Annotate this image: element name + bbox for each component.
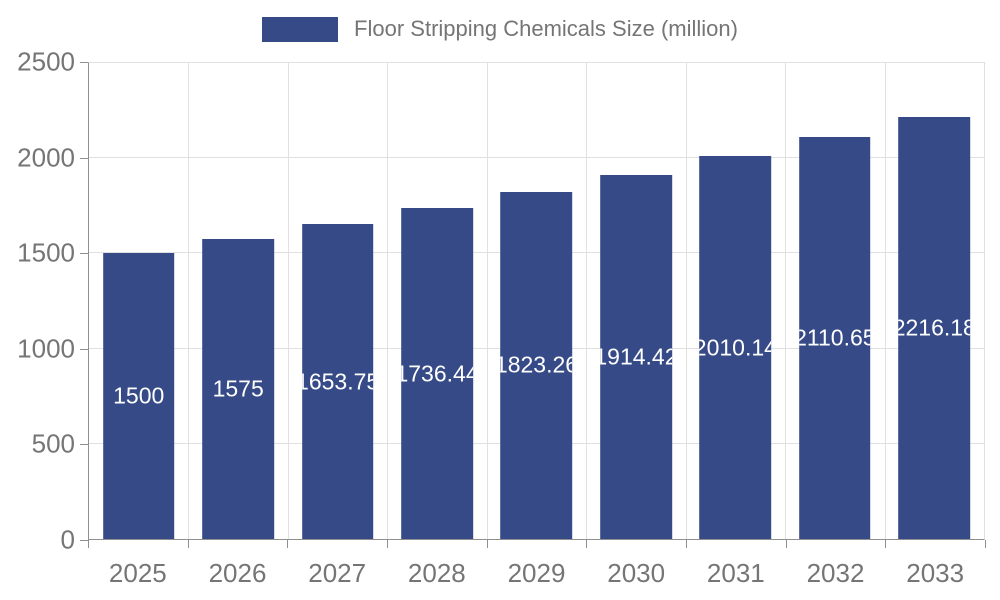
x-tick-label-2025: 2025 xyxy=(108,558,167,588)
bar-2026[interactable]: 1575 xyxy=(202,239,274,539)
gridline-v-6 xyxy=(685,63,687,539)
y-tick-label-500: 500 xyxy=(31,428,75,459)
legend-item[interactable]: Floor Stripping Chemicals Size (million) xyxy=(0,16,1000,42)
bar-value-label-2032: 2110.65 xyxy=(799,324,871,351)
legend-label: Floor Stripping Chemicals Size (million) xyxy=(354,16,738,41)
y-axis: 0 500 1000 1500 2000 2500 xyxy=(0,47,88,555)
y-tick-label-1500: 1500 xyxy=(17,237,75,268)
bar-value-label-2027: 1653.75 xyxy=(301,368,374,395)
x-tick-mark-5 xyxy=(586,540,588,548)
bar-group-2030: 1914.42 xyxy=(586,63,685,539)
x-tick-mark-7 xyxy=(785,540,787,548)
x-tick-mark-8 xyxy=(885,540,887,548)
bar-2027[interactable]: 1653.75 xyxy=(301,224,374,539)
gridline-v-2 xyxy=(287,63,289,539)
gridline-v-1 xyxy=(188,63,190,539)
y-tick-label-0: 0 xyxy=(60,524,75,555)
bar-value-label-2026: 1575 xyxy=(212,375,264,402)
bar-value-label-2031: 2010.14 xyxy=(699,334,772,361)
x-tick-mark-6 xyxy=(685,540,687,548)
bar-2030[interactable]: 1914.42 xyxy=(600,174,672,539)
bar-group-2031: 2010.14 xyxy=(686,63,785,539)
bar-value-label-2028: 1736.44 xyxy=(401,360,473,387)
bar-group-2032: 2110.65 xyxy=(785,63,884,539)
x-tick-label-2031: 2031 xyxy=(706,558,765,588)
x-tick-label-2027: 2027 xyxy=(308,558,367,588)
x-axis: 2025 2026 2027 2028 2029 2030 2031 2032 2033 xyxy=(88,540,986,600)
y-tick-mark-1500 xyxy=(80,253,88,255)
bar-value-label-2025: 1500 xyxy=(113,382,165,409)
bar-group-2033: 2216.18 xyxy=(885,63,984,539)
bar-group-2028: 1736.44 xyxy=(387,63,486,539)
y-tick-label-2500: 2500 xyxy=(17,46,75,77)
x-tick-mark-9 xyxy=(985,540,986,548)
x-tick-mark-3 xyxy=(386,540,388,548)
plot-area: 1500 1575 1653.75 1736.44 1823.26 1914.42 2010… xyxy=(88,62,985,540)
y-tick-label-2000: 2000 xyxy=(17,142,75,173)
y-tick-mark-2500 xyxy=(80,62,88,63)
bar-value-label-2033: 2216.18 xyxy=(898,314,971,341)
x-tick-label-2032: 2032 xyxy=(806,558,865,588)
bar-2028[interactable]: 1736.44 xyxy=(401,208,473,539)
gridline-v-8 xyxy=(884,63,886,539)
x-tick-label-2033: 2033 xyxy=(906,558,965,588)
bar-group-2025: 1500 xyxy=(89,63,188,539)
bar-2033[interactable]: 2216.18 xyxy=(898,117,971,539)
x-tick-mark-0 xyxy=(88,540,89,548)
bar-group-2026: 1575 xyxy=(188,63,287,539)
bar-value-label-2030: 1914.42 xyxy=(600,343,672,370)
bar-group-2029: 1823.26 xyxy=(487,63,586,539)
bar-value-label-2029: 1823.26 xyxy=(500,351,573,378)
bar-2032[interactable]: 2110.65 xyxy=(799,137,871,539)
x-tick-mark-2 xyxy=(287,540,289,548)
y-tick-mark-2000 xyxy=(80,157,88,159)
x-tick-label-2026: 2026 xyxy=(208,558,267,588)
gridline-v-7 xyxy=(785,63,787,539)
gridline-v-5 xyxy=(586,63,588,539)
legend-swatch xyxy=(262,16,339,42)
y-tick-label-1000: 1000 xyxy=(17,333,75,364)
bar-2029[interactable]: 1823.26 xyxy=(500,191,573,539)
x-tick-label-2030: 2030 xyxy=(607,558,666,588)
gridline-v-4 xyxy=(486,63,488,539)
bar-2025[interactable]: 1500 xyxy=(102,253,175,539)
bar-2031[interactable]: 2010.14 xyxy=(699,156,772,539)
x-tick-mark-4 xyxy=(486,540,488,548)
gridline-h-2000 xyxy=(89,157,984,159)
y-tick-mark-1000 xyxy=(80,348,88,350)
x-tick-mark-1 xyxy=(187,540,189,548)
y-tick-mark-0 xyxy=(80,540,88,541)
x-tick-label-2028: 2028 xyxy=(407,558,466,588)
gridline-v-3 xyxy=(387,63,389,539)
y-tick-mark-500 xyxy=(80,444,88,446)
x-tick-label-2029: 2029 xyxy=(507,558,566,588)
bar-group-2027: 1653.75 xyxy=(288,63,387,539)
